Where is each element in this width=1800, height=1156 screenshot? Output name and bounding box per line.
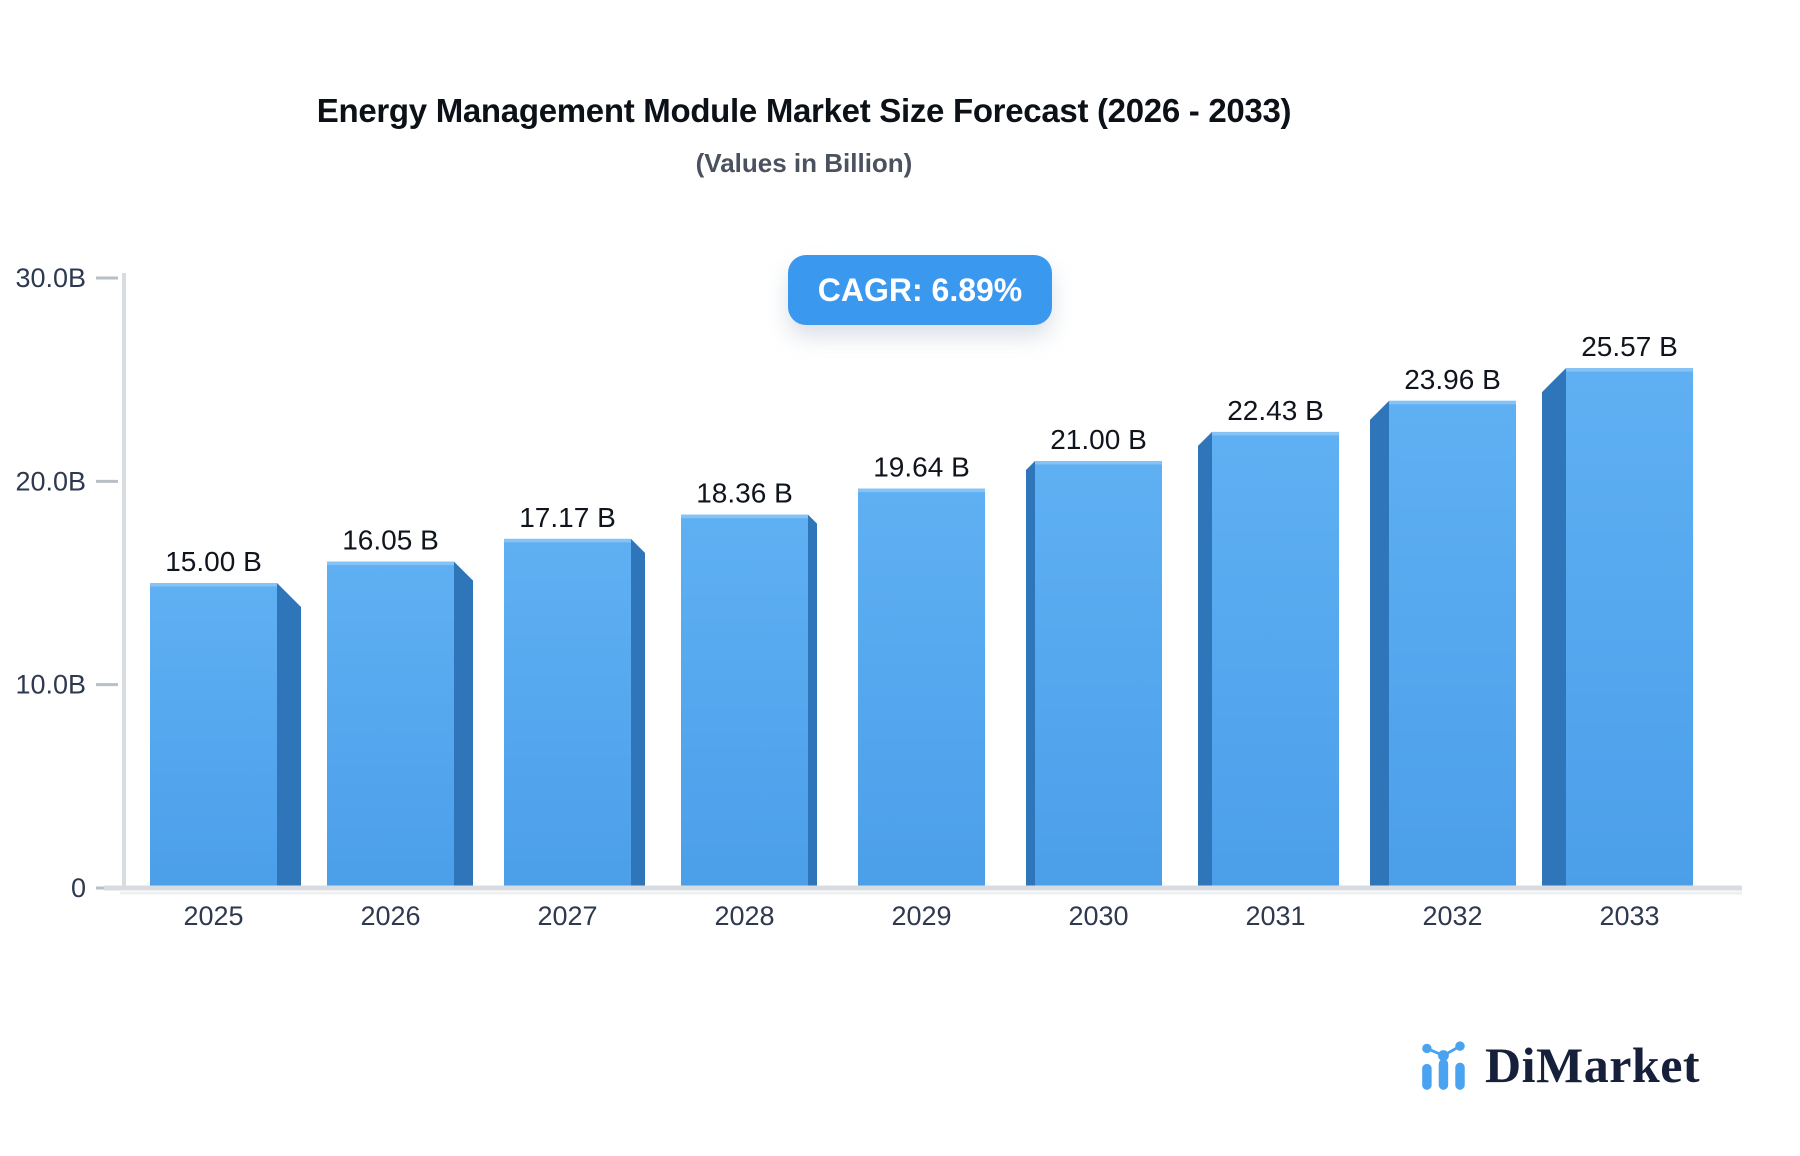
bar-front-face (150, 583, 277, 888)
bar-value-label: 21.00 B (1050, 424, 1147, 455)
bar-top-highlight (504, 538, 631, 543)
bar-value-label: 16.05 B (342, 525, 439, 556)
y-axis-label: 20.0B (15, 466, 86, 496)
bar-side-face (1026, 461, 1035, 888)
bar-2032 (1370, 400, 1516, 888)
bar-top-highlight (1389, 400, 1516, 405)
bar-line-chart-icon (1422, 1041, 1465, 1090)
bar-2026 (327, 561, 473, 888)
bar-front-face (1389, 400, 1516, 888)
bar-2033 (1542, 368, 1693, 888)
bar-side-face (277, 583, 301, 888)
brand-logo: DiMarket (1421, 1040, 1700, 1090)
x-axis-label: 2026 (360, 901, 420, 931)
bars-layer (150, 368, 1693, 888)
bar-front-face (504, 538, 631, 888)
bar-value-label: 19.64 B (873, 452, 970, 483)
axis-layer: 30.0B 20.0B 10.0B 0 (15, 263, 126, 903)
y-axis-label: 30.0B (15, 263, 86, 293)
bar-value-label: 23.96 B (1404, 364, 1501, 395)
labels-layer: 15.00 B 2025 16.05 B 2026 17.17 B 2027 18.36 B… (165, 331, 1678, 931)
bar-top-highlight (327, 561, 454, 566)
bar-top-highlight (1035, 461, 1162, 465)
baseline-layer (104, 885, 1742, 895)
bar-front-face (1212, 431, 1339, 888)
bar-front-face (681, 514, 808, 888)
bar-value-label: 25.57 B (1581, 331, 1678, 362)
bar-side-face (454, 561, 473, 888)
x-axis-label: 2032 (1422, 901, 1482, 931)
cagr-badge-label: CAGR: 6.89% (817, 271, 1023, 308)
bar-2027 (504, 538, 645, 888)
cagr-badge: CAGR: 6.89% (788, 255, 1052, 325)
x-axis-label: 2030 (1068, 901, 1128, 931)
bar-2028 (681, 514, 817, 888)
bar-2030 (1026, 461, 1162, 888)
bar-value-label: 17.17 B (519, 502, 616, 533)
y-axis-label: 10.0B (15, 670, 86, 700)
bar-side-face (1370, 400, 1389, 888)
bar-front-face (327, 561, 454, 888)
bar-top-highlight (681, 514, 808, 519)
bar-top-highlight (858, 488, 985, 493)
bar-value-label: 15.00 B (165, 546, 262, 577)
x-axis-label: 2029 (891, 901, 951, 931)
x-axis-label: 2028 (714, 901, 774, 931)
bar-top-highlight (1212, 431, 1339, 436)
x-axis-label: 2025 (183, 901, 243, 931)
title-block: Energy Management Module Market Size For… (4, 92, 1604, 179)
bar-side-face (808, 514, 817, 888)
bar-side-face (1542, 368, 1566, 888)
chart-subtitle: (Values in Billion) (695, 148, 913, 178)
bar-front-face (1035, 461, 1162, 888)
bar-2025 (150, 583, 301, 888)
x-axis-label: 2033 (1599, 901, 1659, 931)
x-axis-label: 2031 (1245, 901, 1305, 931)
bar-side-face (631, 538, 645, 888)
brand-name: DiMarket (1485, 1037, 1701, 1093)
bar-2031 (1198, 431, 1339, 888)
bar-value-label: 22.43 B (1227, 395, 1324, 426)
bar-top-highlight (1566, 368, 1693, 372)
bar-value-label: 18.36 B (696, 478, 793, 509)
y-axis-label: 0 (71, 873, 86, 903)
bar-2029 (858, 488, 985, 888)
bar-side-face (1198, 431, 1212, 888)
bar-top-highlight (150, 583, 277, 587)
bar-front-face (1566, 368, 1693, 888)
bar-front-face (858, 488, 985, 888)
chart-title: Energy Management Module Market Size For… (316, 92, 1292, 129)
x-axis-label: 2027 (537, 901, 597, 931)
